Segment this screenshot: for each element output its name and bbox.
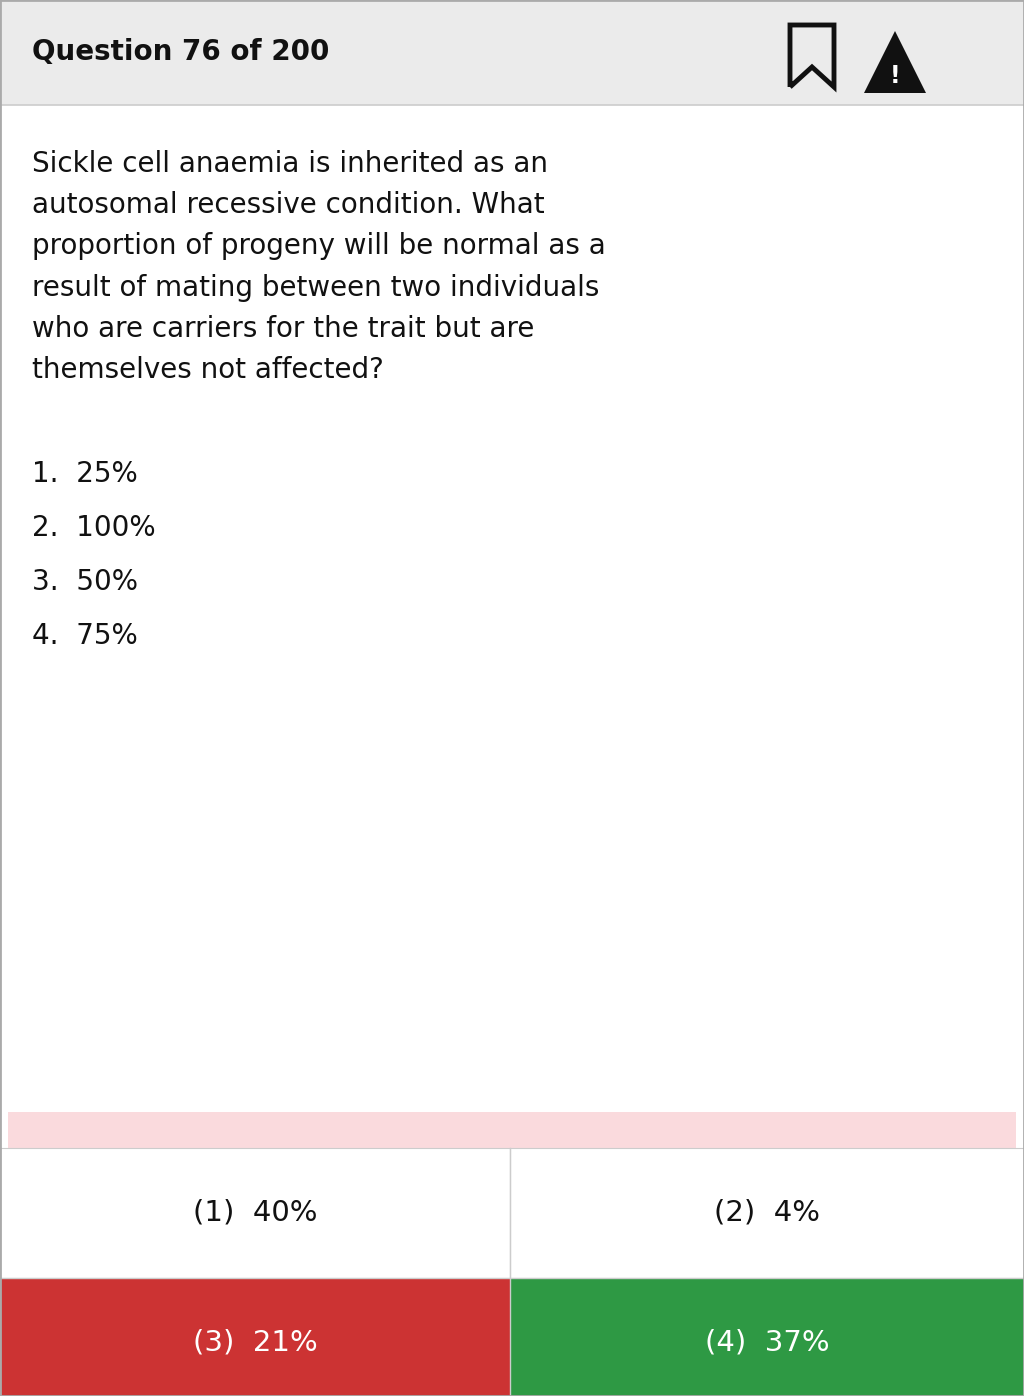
Bar	[0, 1148, 510, 1277]
Text: (1)  40%: (1) 40%	[193, 1199, 317, 1227]
Bar	[0, 1277, 510, 1396]
Text: 1.  25%: 1. 25%	[32, 461, 138, 489]
Bar	[510, 1277, 1024, 1396]
Bar	[510, 1148, 1024, 1277]
Text: 4.  75%: 4. 75%	[32, 623, 138, 651]
Text: 2.  100%: 2. 100%	[32, 514, 156, 542]
Text: (3)  21%: (3) 21%	[193, 1328, 317, 1356]
Text: 3.  50%: 3. 50%	[32, 568, 138, 596]
Text: Question 76 of 200: Question 76 of 200	[32, 39, 330, 67]
Bar	[8, 1113, 1016, 1148]
Text: Sickle cell anaemia is inherited as an
autosomal recessive condition. What
propo: Sickle cell anaemia is inherited as an a…	[32, 149, 606, 384]
Bar	[0, 0, 1024, 105]
Text: !: !	[890, 64, 900, 88]
Text: (4)  37%: (4) 37%	[705, 1328, 829, 1356]
Polygon shape	[864, 31, 926, 94]
Text: (2)  4%: (2) 4%	[714, 1199, 820, 1227]
